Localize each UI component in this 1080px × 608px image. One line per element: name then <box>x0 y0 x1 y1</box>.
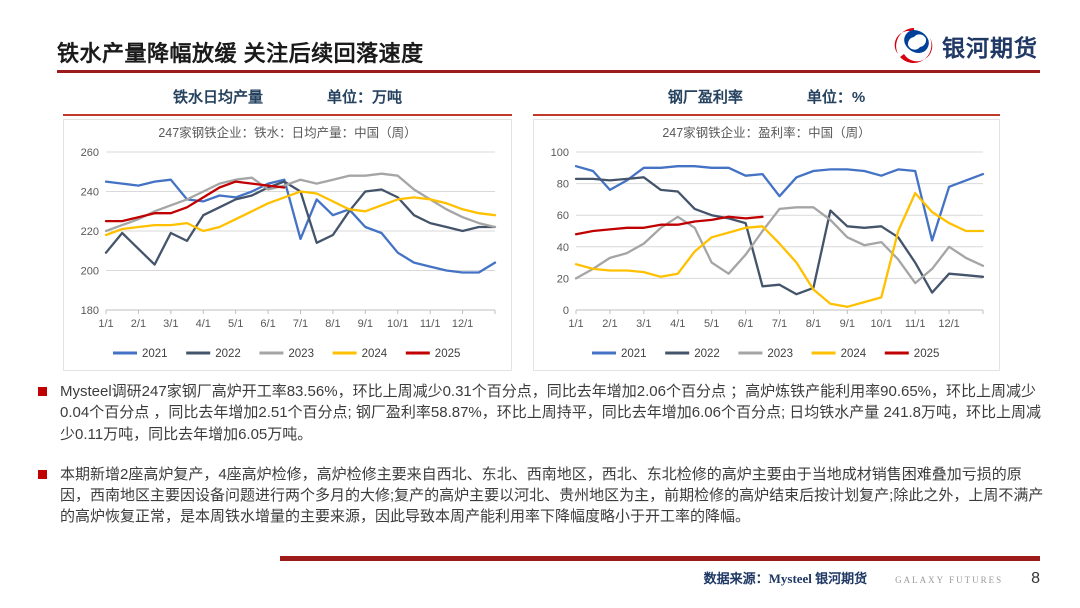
svg-text:2022: 2022 <box>694 348 720 360</box>
chart-unit-label: 单位：% <box>806 89 866 106</box>
svg-text:260: 260 <box>81 147 99 159</box>
page-number: 8 <box>1031 570 1040 587</box>
svg-text:60: 60 <box>557 210 569 222</box>
svg-text:1/1: 1/1 <box>98 318 113 330</box>
svg-text:9/1: 9/1 <box>840 318 855 330</box>
svg-text:5/1: 5/1 <box>228 318 243 330</box>
chart-header-iron-output: 铁水日均产量 单位：万吨 <box>63 86 512 116</box>
svg-text:9/1: 9/1 <box>358 318 373 330</box>
svg-text:200: 200 <box>81 266 99 278</box>
bullet-text: 本期新增2座高炉复产，4座高炉检修，高炉检修主要来自西北、东北、西南地区，西北、… <box>60 465 1044 526</box>
bullet-text: Mysteel调研247家钢厂高炉开工率83.56%，环比上周减少0.31个百分… <box>60 383 1042 443</box>
svg-text:2/1: 2/1 <box>131 318 146 330</box>
chart-unit-label: 单位：万吨 <box>327 89 403 106</box>
svg-text:8/1: 8/1 <box>325 318 340 330</box>
bullet-item: Mysteel调研247家钢厂高炉开工率83.56%，环比上周减少0.31个百分… <box>38 381 1048 445</box>
galaxy-logo-icon <box>894 28 933 64</box>
brand-logo-text: 银河期货 <box>942 35 1038 61</box>
chart-section-title: 钢厂盈利率 <box>667 89 743 106</box>
svg-text:2023: 2023 <box>767 348 793 360</box>
svg-text:180: 180 <box>81 305 99 317</box>
svg-text:4/1: 4/1 <box>670 318 685 330</box>
brand-logo: 银河期货 <box>894 26 1038 66</box>
svg-text:2021: 2021 <box>621 348 647 360</box>
chart-section-title: 铁水日均产量 <box>172 89 263 106</box>
svg-text:3/1: 3/1 <box>163 318 178 330</box>
svg-text:2024: 2024 <box>841 348 867 360</box>
title-divider <box>57 70 1040 73</box>
footer-divider <box>280 556 1040 561</box>
svg-text:247家钢铁企业：盈利率：中国（周）: 247家钢铁企业：盈利率：中国（周） <box>662 125 870 140</box>
svg-text:7/1: 7/1 <box>772 318 787 330</box>
svg-text:2024: 2024 <box>362 348 388 360</box>
iron-output-line-chart: 247家钢铁企业：铁水：日均产量：中国（周） 180 200 220 240 260 1/1… <box>63 119 512 371</box>
svg-text:8/1: 8/1 <box>806 318 821 330</box>
svg-text:3/1: 3/1 <box>636 318 651 330</box>
chart-header-profit-rate: 钢厂盈利率 单位：% <box>533 86 1000 116</box>
svg-text:0: 0 <box>563 305 569 317</box>
svg-text:12/1: 12/1 <box>452 318 473 330</box>
svg-text:2/1: 2/1 <box>602 318 617 330</box>
svg-text:2023: 2023 <box>288 348 314 360</box>
svg-text:4/1: 4/1 <box>196 318 211 330</box>
footer: 数据来源：Mysteel 银河期货 GALAXY FUTURES 8 <box>0 568 1040 588</box>
svg-text:5/1: 5/1 <box>704 318 719 330</box>
svg-text:2025: 2025 <box>435 348 461 360</box>
svg-text:2021: 2021 <box>142 348 168 360</box>
svg-text:6/1: 6/1 <box>738 318 753 330</box>
chart-column-iron-output: 铁水日均产量 单位：万吨 247家钢铁企业：铁水：日均产量：中国（周） 180 20… <box>63 86 512 371</box>
svg-text:2025: 2025 <box>914 348 940 360</box>
svg-text:7/1: 7/1 <box>293 318 308 330</box>
chart-column-profit-rate: 钢厂盈利率 单位：% 247家钢铁企业：盈利率：中国（周） 0 20 40 60 80 10… <box>533 86 1000 371</box>
svg-text:12/1: 12/1 <box>938 318 959 330</box>
profit-rate-line-chart: 247家钢铁企业：盈利率：中国（周） 0 20 40 60 80 100 1/1 2/1 3/1 4… <box>533 119 1000 371</box>
svg-text:2022: 2022 <box>215 348 241 360</box>
svg-text:247家钢铁企业：铁水：日均产量：中国（周）: 247家钢铁企业：铁水：日均产量：中国（周） <box>158 125 416 140</box>
svg-text:1/1: 1/1 <box>568 318 583 330</box>
svg-text:40: 40 <box>557 242 569 254</box>
svg-text:240: 240 <box>81 187 99 199</box>
svg-text:6/1: 6/1 <box>260 318 275 330</box>
footer-brand-label: GALAXY FUTURES <box>895 575 1004 585</box>
svg-text:100: 100 <box>551 147 569 159</box>
bullet-item: 本期新增2座高炉复产，4座高炉检修，高炉检修主要来自西北、东北、西南地区，西北、… <box>38 464 1048 528</box>
svg-text:10/1: 10/1 <box>871 318 892 330</box>
page-title: 铁水产量降幅放缓 关注后续回落速度 <box>57 41 424 66</box>
svg-text:220: 220 <box>81 226 99 238</box>
svg-text:20: 20 <box>557 273 569 285</box>
svg-text:11/1: 11/1 <box>905 318 926 330</box>
svg-text:10/1: 10/1 <box>387 318 408 330</box>
summary-bullets: Mysteel调研247家钢厂高炉开工率83.56%，环比上周减少0.31个百分… <box>38 381 1048 547</box>
svg-text:11/1: 11/1 <box>420 318 441 330</box>
bullet-square-icon <box>38 387 47 396</box>
svg-text:80: 80 <box>557 179 569 191</box>
bullet-square-icon <box>38 469 47 479</box>
data-source-label: 数据来源：Mysteel 银河期货 <box>703 571 868 586</box>
